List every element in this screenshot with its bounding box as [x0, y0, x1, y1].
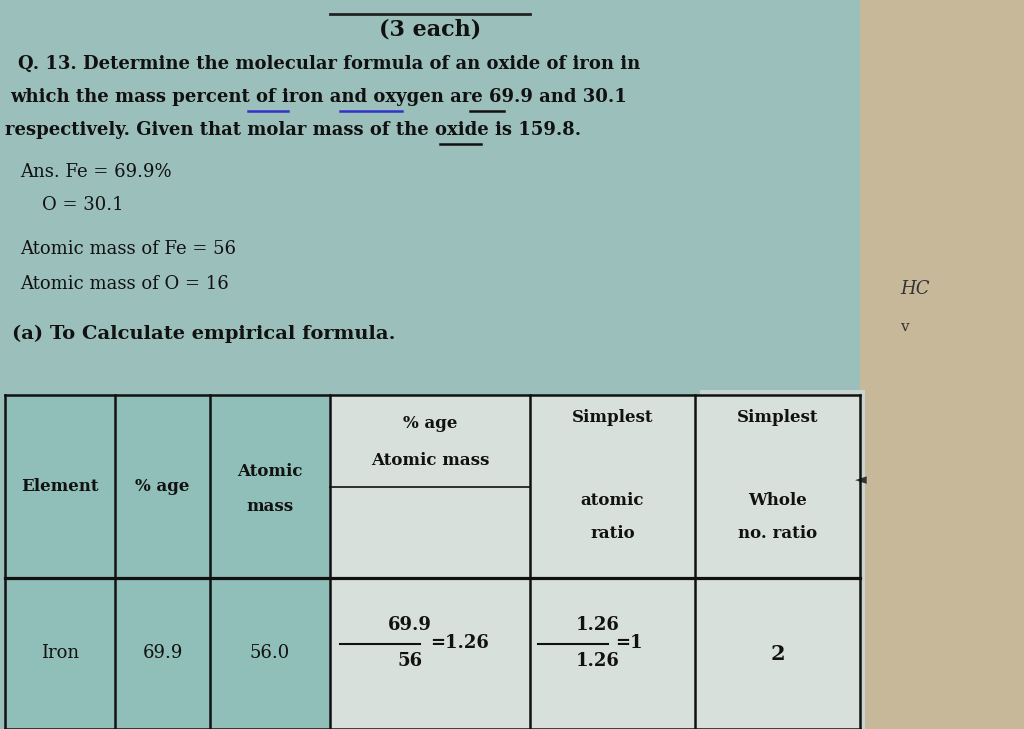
Text: 56: 56 [397, 652, 423, 671]
Text: no. ratio: no. ratio [738, 524, 817, 542]
Bar [330, 578, 860, 729]
Text: 1.26: 1.26 [575, 617, 620, 634]
Text: =1.26: =1.26 [430, 634, 488, 652]
Text: mass: mass [247, 498, 294, 515]
Text: 69.9: 69.9 [142, 644, 182, 663]
Text: HC: HC [900, 280, 930, 298]
Text: =1: =1 [615, 634, 642, 652]
Text: (a) To Calculate empirical formula.: (a) To Calculate empirical formula. [12, 325, 395, 343]
Text: Simplest: Simplest [571, 408, 653, 426]
Text: 1.26: 1.26 [575, 652, 620, 671]
Text: Ans. Fe = 69.9%: Ans. Fe = 69.9% [20, 163, 172, 181]
Text: Whole: Whole [749, 491, 807, 509]
Text: which the mass percent of iron and oxygen are 69.9 and 30.1: which the mass percent of iron and oxyge… [10, 88, 627, 106]
Text: v: v [900, 320, 908, 334]
Bar [860, 0, 1024, 729]
Text: (3 each): (3 each) [379, 18, 481, 40]
Bar [330, 395, 860, 578]
Text: Element: Element [22, 478, 98, 495]
Text: 2: 2 [770, 644, 784, 663]
Text: Iron: Iron [41, 644, 79, 663]
Text: atomic: atomic [581, 491, 644, 509]
Text: Atomic mass of Fe = 56: Atomic mass of Fe = 56 [20, 240, 236, 258]
Text: Simplest: Simplest [736, 408, 818, 426]
Bar [700, 390, 865, 729]
Text: 56.0: 56.0 [250, 644, 290, 663]
Text: ratio: ratio [590, 524, 635, 542]
Text: % age: % age [135, 478, 189, 495]
Text: respectively. Given that molar mass of the oxide is 159.8.: respectively. Given that molar mass of t… [5, 121, 582, 139]
Bar [5, 395, 330, 578]
Text: 69.9: 69.9 [388, 617, 432, 634]
Text: % age: % age [402, 415, 457, 432]
Text: Atomic mass: Atomic mass [371, 451, 489, 469]
Text: Atomic: Atomic [238, 463, 303, 480]
Text: Q. 13. Determine the molecular formula of an oxide of iron in: Q. 13. Determine the molecular formula o… [18, 55, 640, 73]
Text: ◄: ◄ [855, 472, 866, 488]
Text: O = 30.1: O = 30.1 [42, 196, 124, 214]
Text: Atomic mass of O = 16: Atomic mass of O = 16 [20, 275, 228, 293]
Bar [5, 578, 330, 729]
